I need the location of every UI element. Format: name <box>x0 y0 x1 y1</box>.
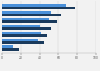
Bar <box>2 13 61 16</box>
Bar <box>2 4 66 7</box>
Bar <box>2 45 13 48</box>
Bar <box>2 39 38 41</box>
Bar <box>2 25 40 27</box>
Bar <box>2 7 75 9</box>
Bar <box>2 18 49 20</box>
Bar <box>2 20 56 23</box>
Bar <box>2 34 47 37</box>
Bar <box>2 32 41 34</box>
Bar <box>2 41 44 44</box>
Bar <box>2 27 51 30</box>
Bar <box>2 48 19 51</box>
Bar <box>2 11 51 13</box>
